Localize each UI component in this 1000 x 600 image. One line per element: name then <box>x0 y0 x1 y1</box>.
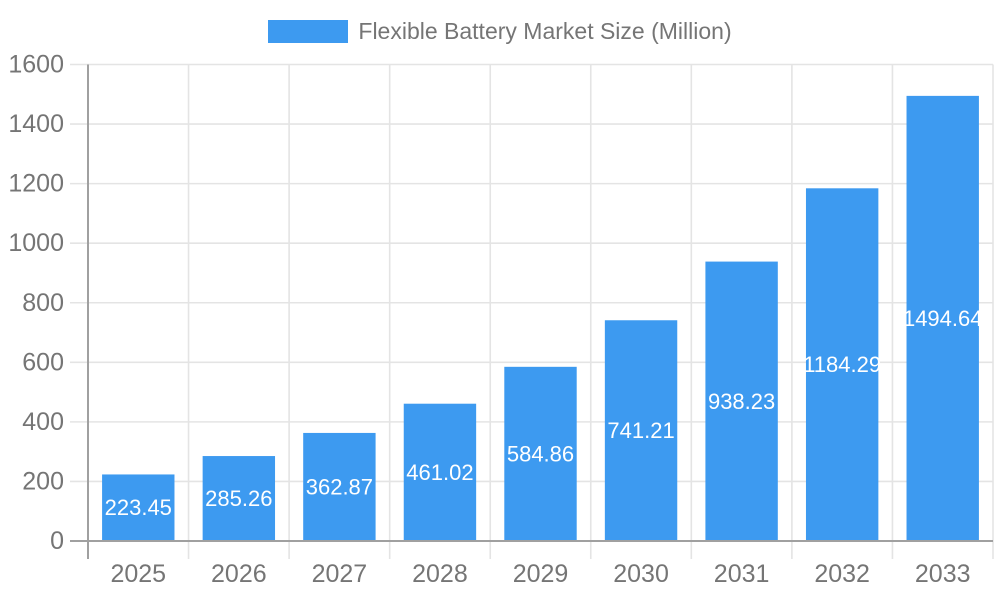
y-axis-tick-label: 1600 <box>8 51 64 79</box>
bar-value-label: 1494.64 <box>903 306 983 331</box>
bar[interactable] <box>403 403 477 541</box>
y-axis-tick-label: 1000 <box>8 229 64 257</box>
y-axis-tick-label: 200 <box>22 467 64 495</box>
bar-value-label: 285.26 <box>205 486 272 511</box>
y-axis-tick-label: 400 <box>22 408 64 436</box>
x-axis-tick-label: 2031 <box>714 560 770 588</box>
y-axis-tick-label: 1400 <box>8 110 64 138</box>
bar[interactable] <box>705 261 778 541</box>
bar-value-label: 938.23 <box>708 389 775 414</box>
x-axis-tick-label: 2025 <box>110 560 166 588</box>
x-axis-tick-label: 2026 <box>211 560 267 588</box>
y-axis-tick-label: 1200 <box>8 170 64 198</box>
x-axis-tick-label: 2029 <box>513 560 569 588</box>
bar[interactable] <box>504 366 577 541</box>
bar-value-label: 584.86 <box>507 441 574 466</box>
bar[interactable] <box>604 320 678 541</box>
bar[interactable] <box>303 432 376 541</box>
legend: Flexible Battery Market Size (Million) <box>0 18 1000 45</box>
bar-value-label: 1184.29 <box>803 352 881 377</box>
bar-value-label: 362.87 <box>306 474 373 499</box>
bar-value-label: 461.02 <box>406 460 473 485</box>
legend-swatch-icon <box>268 20 349 43</box>
y-axis-tick-label: 600 <box>22 348 64 376</box>
bar[interactable] <box>102 474 175 541</box>
x-axis-tick-label: 2027 <box>312 560 368 588</box>
bar-value-label: 741.21 <box>607 418 674 443</box>
x-axis-tick-label: 2030 <box>613 560 669 588</box>
bar[interactable] <box>202 456 276 541</box>
x-axis-tick-label: 2033 <box>915 560 971 588</box>
bar[interactable] <box>805 188 879 541</box>
y-axis-tick-label: 0 <box>50 527 64 555</box>
x-axis-tick-label: 2032 <box>814 560 870 588</box>
x-axis-tick-label: 2028 <box>412 560 468 588</box>
legend-label: Flexible Battery Market Size (Million) <box>358 18 732 44</box>
y-axis-tick-label: 800 <box>22 289 64 317</box>
legend-item[interactable]: Flexible Battery Market Size (Million) <box>268 18 732 45</box>
bar[interactable] <box>906 95 979 541</box>
bar-value-label: 223.45 <box>105 495 172 520</box>
